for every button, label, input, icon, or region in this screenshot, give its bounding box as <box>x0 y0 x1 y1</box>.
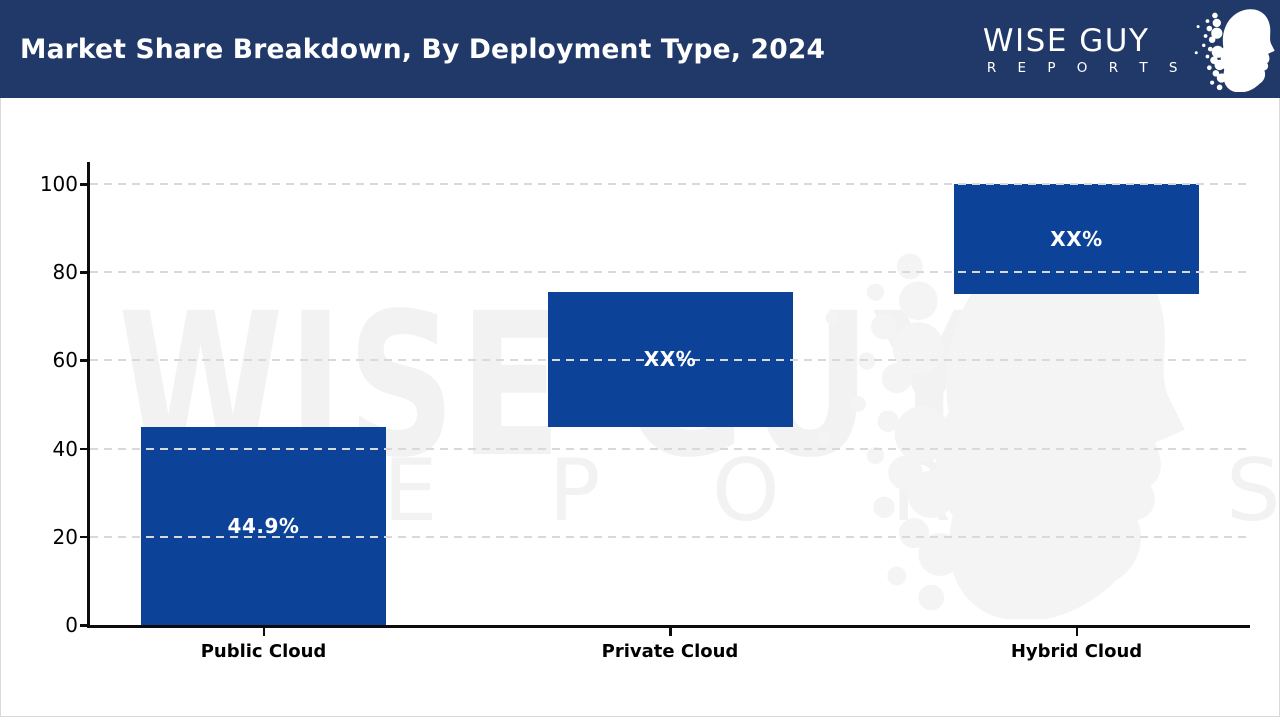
x-axis-line <box>87 625 1250 628</box>
header: Market Share Breakdown, By Deployment Ty… <box>0 0 1280 98</box>
y-axis-tick <box>80 183 88 186</box>
y-axis-tick <box>80 447 88 451</box>
dotted-face-profile-icon <box>1194 9 1275 92</box>
gridline <box>90 183 1250 185</box>
y-axis-tick <box>80 359 88 362</box>
x-axis-tick-label: Public Cloud <box>200 641 327 662</box>
bar-value-label: 44.9% <box>227 513 300 538</box>
x-axis-tick-label: Hybrid Cloud <box>1010 641 1143 662</box>
x-axis-tick <box>669 628 672 636</box>
y-axis-line <box>87 162 90 627</box>
x-axis-tick-label: Private Cloud <box>601 641 739 662</box>
gridline <box>90 271 1250 274</box>
gridline <box>90 447 1250 450</box>
y-axis-tick-label: 80 <box>52 260 78 285</box>
bar-segment: XX% <box>954 184 1199 295</box>
y-axis-tick-label: 20 <box>52 524 78 549</box>
bar-segment: XX% <box>547 292 793 427</box>
bar-value-label: XX% <box>1050 227 1103 252</box>
page-title: Market Share Breakdown, By Deployment Ty… <box>20 33 826 65</box>
y-axis-tick <box>80 271 88 274</box>
y-axis-tick-label: 40 <box>52 436 78 461</box>
y-axis-tick-label: 60 <box>52 348 78 373</box>
bar-segment: 44.9% <box>141 426 386 625</box>
y-axis-tick-label: 100 <box>39 172 78 196</box>
brand-subname: R E P O R T S <box>986 59 1186 76</box>
x-axis-tick <box>262 628 265 636</box>
y-axis-tick <box>80 535 88 539</box>
gridline <box>90 359 1250 362</box>
brand-logo: WISE GUY R E P O R T S <box>983 7 1276 93</box>
y-axis-tick <box>80 624 88 627</box>
x-axis-tick <box>1075 628 1078 636</box>
gridline <box>90 535 1250 538</box>
brand-logo-text: WISE GUY R E P O R T S <box>983 24 1186 75</box>
bar-value-label: XX% <box>643 347 697 372</box>
brand-name: WISE GUY <box>982 23 1150 60</box>
y-axis-tick-label: 0 <box>65 613 78 637</box>
